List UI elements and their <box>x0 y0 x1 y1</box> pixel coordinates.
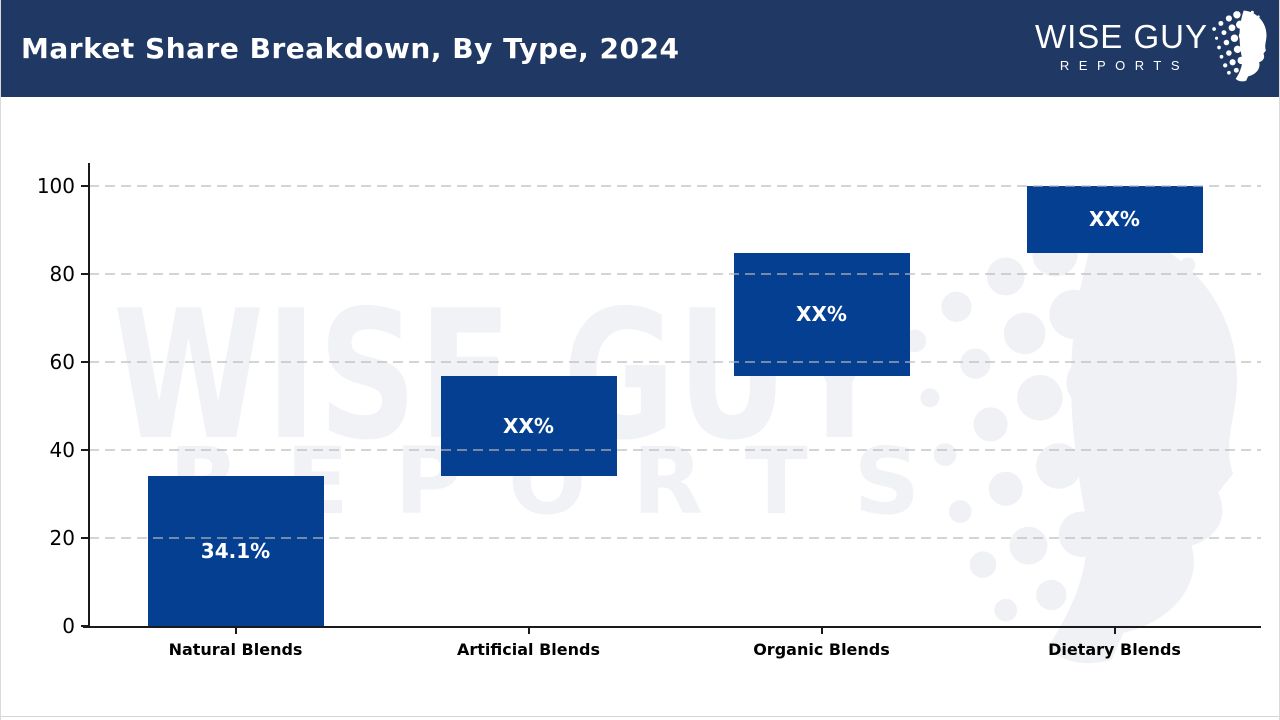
bar-value-label: XX% <box>796 302 847 327</box>
y-tick-label-0: 0 <box>62 614 75 638</box>
brand-subtitle: REPORTS <box>1059 58 1190 73</box>
brand-name: WISE GUY <box>1034 18 1208 55</box>
gridline-100 <box>89 185 1261 187</box>
x-axis-tick <box>234 626 237 634</box>
y-axis <box>88 163 90 628</box>
y-axis-tick <box>81 361 88 363</box>
x-tick-label-artificial-blends: Artificial Blends <box>457 640 600 659</box>
bar-value-label: XX% <box>1089 207 1140 232</box>
gridline-60 <box>89 361 1261 363</box>
header-bar: Market Share Breakdown, By Type, 2024 WI… <box>1 0 1279 97</box>
y-axis-tick <box>81 449 88 451</box>
gridline-20 <box>89 537 1261 539</box>
x-axis-tick <box>1113 626 1116 634</box>
gridline-80 <box>89 273 1261 275</box>
x-axis-tick <box>820 626 823 634</box>
y-tick-label-60: 60 <box>49 350 75 374</box>
watermark-face-icon <box>879 212 1269 671</box>
bar-dietary-blends <box>1026 186 1203 253</box>
bar-artificial-blends <box>440 375 617 476</box>
x-tick-label-dietary-blends: Dietary Blends <box>1048 640 1181 659</box>
x-tick-label-natural-blends: Natural Blends <box>168 640 303 659</box>
y-axis-tick <box>81 537 88 539</box>
bar-value-label: 34.1% <box>200 538 271 563</box>
brand-logo-text: WISE GUY REPORTS <box>1035 18 1208 73</box>
x-axis-tick <box>527 626 530 634</box>
x-tick-label-organic-blends: Organic Blends <box>753 640 890 659</box>
chart-title: Market Share Breakdown, By Type, 2024 <box>21 32 680 65</box>
x-axis <box>83 626 1261 628</box>
y-tick-label-20: 20 <box>49 526 75 550</box>
y-tick-label-40: 40 <box>49 438 75 462</box>
figure-bottom-rule <box>1 716 1279 717</box>
brand-face-icon <box>1209 8 1271 86</box>
bar-value-label: XX% <box>503 413 554 438</box>
y-axis-tick <box>81 273 88 275</box>
brand-logo: WISE GUY REPORTS <box>1023 4 1273 94</box>
y-axis-tick <box>81 185 88 187</box>
gridline-40 <box>89 449 1261 451</box>
bar-natural-blends <box>147 475 324 626</box>
y-tick-label-80: 80 <box>49 262 75 286</box>
y-tick-label-100: 100 <box>36 174 75 198</box>
